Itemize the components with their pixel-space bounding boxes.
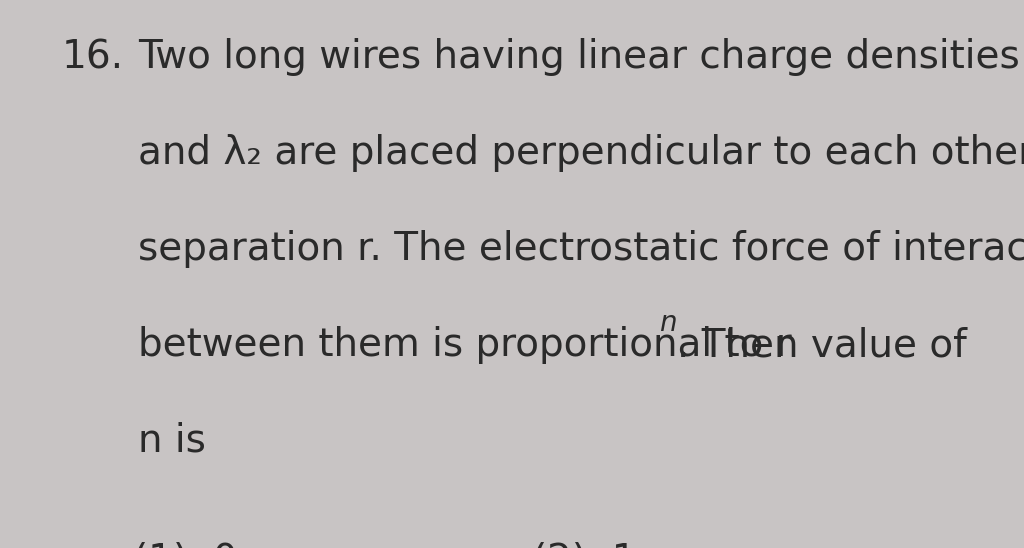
Text: and λ₂ are placed perpendicular to each other at: and λ₂ are placed perpendicular to each …: [138, 134, 1024, 172]
Text: n is: n is: [138, 422, 206, 460]
Text: . Then value of: . Then value of: [678, 326, 968, 364]
Text: (1)  0: (1) 0: [133, 542, 238, 548]
Text: Two long wires having linear charge densities λ₁: Two long wires having linear charge dens…: [138, 38, 1024, 76]
Text: n: n: [659, 309, 677, 336]
Text: 16.: 16.: [61, 38, 124, 76]
Text: between them is proportional to r: between them is proportional to r: [138, 326, 792, 364]
Text: separation r. The electrostatic force of interaction: separation r. The electrostatic force of…: [138, 230, 1024, 268]
Text: (2)  1: (2) 1: [532, 542, 637, 548]
